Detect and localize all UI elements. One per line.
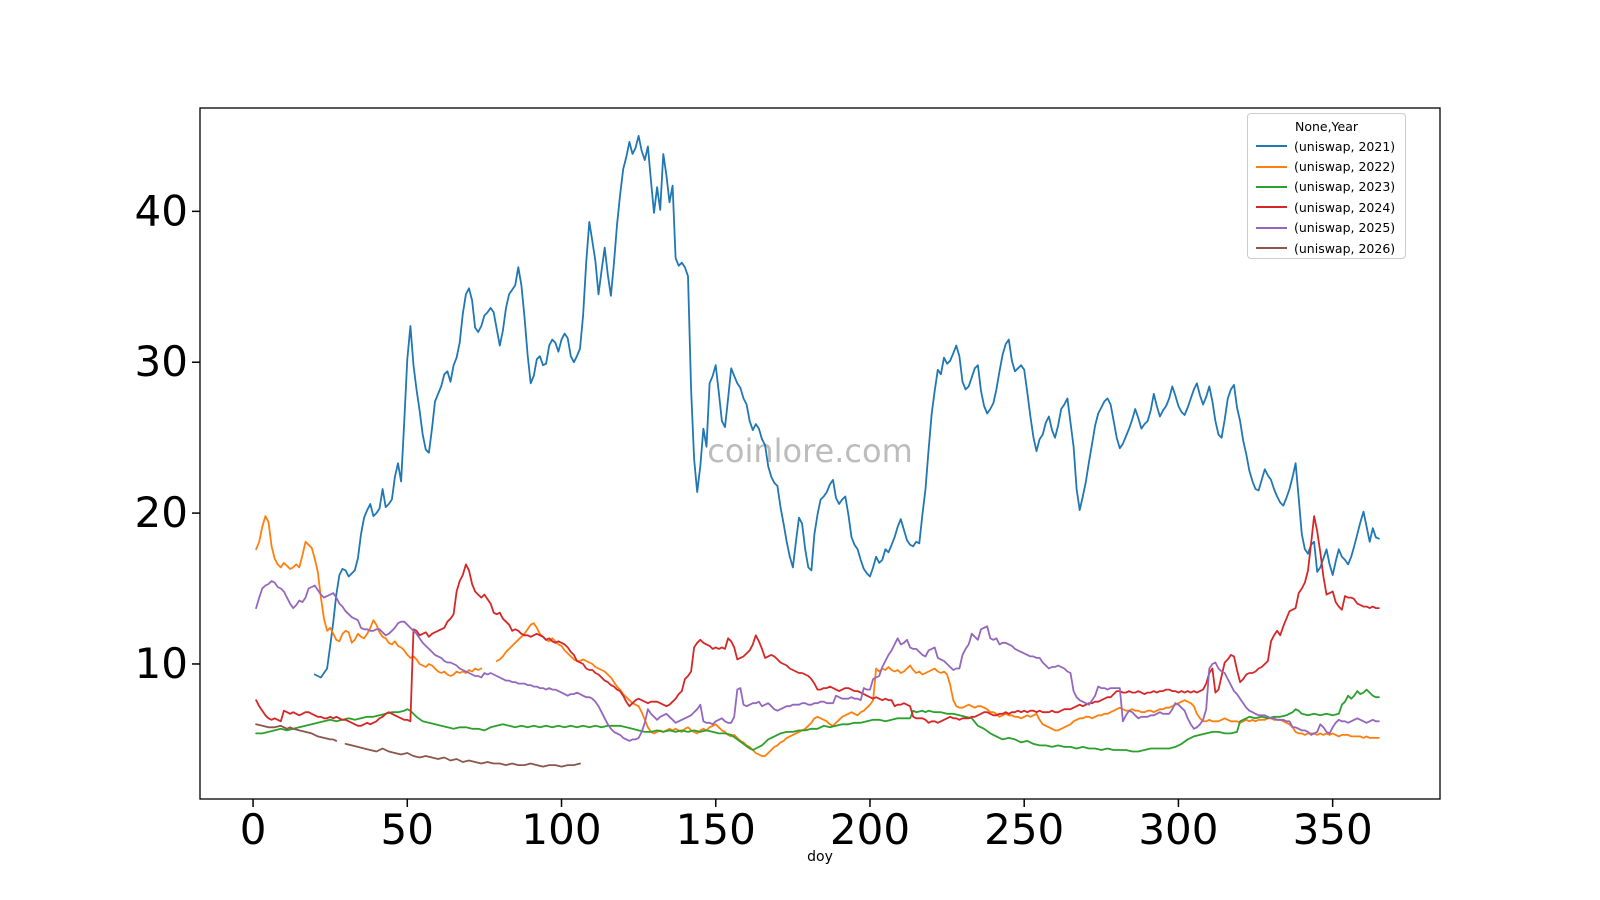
legend-label: (uniswap, 2025)	[1294, 220, 1396, 236]
series-line-2025	[255, 580, 1380, 742]
legend-entry: (uniswap, 2023)	[1248, 177, 1405, 197]
legend-entry: (uniswap, 2024)	[1248, 197, 1405, 217]
y-tick-label: 30	[135, 337, 188, 386]
series-line-2026	[344, 743, 581, 768]
series-line-2024	[255, 515, 1380, 727]
legend-entry: (uniswap, 2022)	[1248, 156, 1405, 176]
legend-label: (uniswap, 2023)	[1294, 179, 1396, 195]
x-tick-label: 350	[1293, 805, 1373, 854]
y-tick-label: 10	[135, 639, 188, 688]
series-line-2022	[255, 515, 483, 677]
x-axis-label: doy	[807, 849, 833, 865]
series-line-2026	[255, 723, 338, 742]
legend-swatch-icon	[1256, 206, 1287, 209]
x-tick-label: 300	[1138, 805, 1218, 854]
y-tick-label: 40	[135, 186, 188, 235]
legend-swatch-icon	[1256, 185, 1287, 188]
legend-label: (uniswap, 2026)	[1294, 240, 1396, 256]
legend-swatch-icon	[1256, 165, 1287, 168]
legend-title: None,Year	[1294, 119, 1359, 134]
series-line-2021	[313, 134, 1380, 679]
x-tick-label: 0	[240, 805, 267, 854]
legend-swatch-icon	[1256, 247, 1287, 250]
legend-label: (uniswap, 2022)	[1294, 159, 1396, 175]
legend-label: (uniswap, 2024)	[1294, 199, 1396, 215]
x-tick-label: 100	[521, 805, 601, 854]
watermark: coinlore.com	[707, 432, 912, 470]
x-tick-label: 200	[830, 805, 910, 854]
legend-swatch-icon	[1256, 226, 1287, 229]
y-tick-label: 20	[135, 488, 188, 537]
x-tick-label: 150	[676, 805, 756, 854]
legend: None,Year (uniswap, 2021) (uniswap, 2022)…	[1247, 113, 1406, 259]
legend-entry: (uniswap, 2026)	[1248, 238, 1405, 258]
legend-entries: (uniswap, 2021) (uniswap, 2022) (uniswap, …	[1248, 136, 1405, 258]
axes-frame	[199, 107, 1441, 800]
legend-swatch-icon	[1256, 145, 1287, 148]
x-tick-label: 250	[984, 805, 1064, 854]
x-tick-label: 50	[381, 805, 434, 854]
legend-entry: (uniswap, 2021)	[1248, 136, 1405, 156]
legend-entry: (uniswap, 2025)	[1248, 218, 1405, 238]
series-line-2023	[255, 688, 1380, 753]
series-line-2022	[495, 622, 1380, 757]
legend-label: (uniswap, 2021)	[1294, 138, 1396, 154]
